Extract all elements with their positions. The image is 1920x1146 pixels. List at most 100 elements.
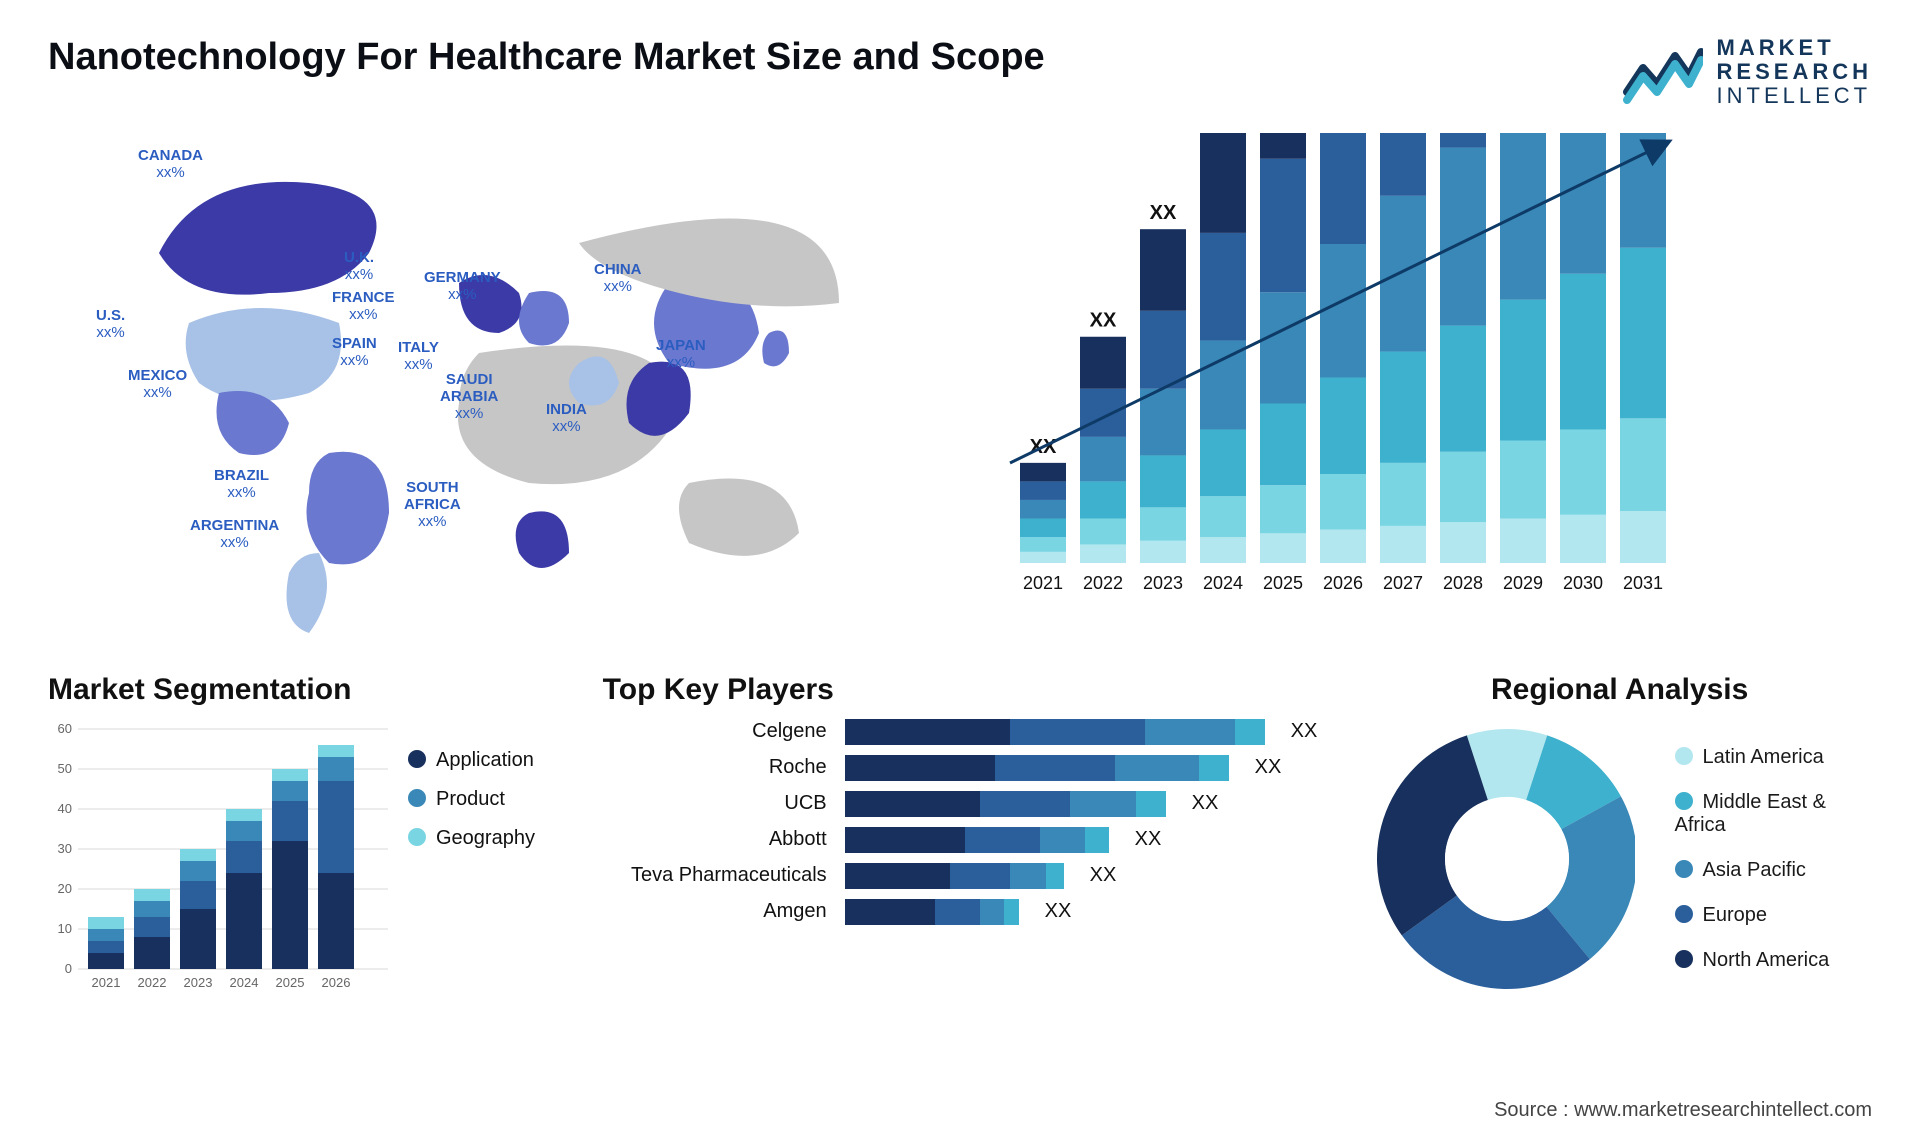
map-label-argentina: ARGENTINAxx%: [190, 517, 279, 552]
seg-bar: [134, 901, 170, 917]
growth-bar: [1500, 440, 1546, 518]
growth-bar: [1320, 474, 1366, 530]
world-map: CANADAxx%U.S.xx%MEXICOxx%BRAZILxx%ARGENT…: [48, 133, 930, 633]
regional-title: Regional Analysis: [1367, 673, 1872, 707]
growth-bar: [1380, 195, 1426, 351]
player-bar: [845, 719, 1265, 745]
growth-year-label: 2030: [1563, 573, 1603, 593]
growth-bar: [1140, 310, 1186, 388]
seg-bar: [180, 881, 216, 909]
growth-bar: [1080, 481, 1126, 518]
player-value: XX: [1135, 828, 1162, 851]
seg-bar: [318, 781, 354, 873]
seg-legend-item: Application: [408, 749, 553, 772]
growth-bar: [1260, 292, 1306, 403]
player-row: Celgene XX: [603, 719, 1318, 745]
growth-bar: [1380, 351, 1426, 462]
growth-bar: [1260, 158, 1306, 292]
player-bar: [845, 755, 1229, 781]
map-label-u.k.: U.K.xx%: [344, 249, 374, 284]
player-bar-segment: [950, 863, 1010, 889]
seg-legend-item: Product: [408, 788, 553, 811]
growth-bar: [1140, 388, 1186, 455]
brand-logo: MARKET RESEARCH INTELLECT: [1623, 36, 1872, 109]
player-bar-segment: [935, 899, 980, 925]
player-value: XX: [1291, 720, 1318, 743]
growth-bar: [1020, 551, 1066, 562]
seg-bar: [226, 821, 262, 841]
seg-bar: [180, 909, 216, 969]
growth-bar: [1560, 429, 1606, 514]
seg-bar: [318, 757, 354, 781]
regional-legend-item: Latin America: [1675, 746, 1872, 769]
regional-legend-item: Europe: [1675, 904, 1872, 927]
segmentation-panel: Market Segmentation 01020304050602021202…: [48, 673, 553, 999]
player-name: Celgene: [603, 720, 833, 743]
map-label-u.s.: U.S.xx%: [96, 307, 125, 342]
growth-bar: [1140, 229, 1186, 311]
logo-mark-icon: [1623, 40, 1703, 104]
growth-bar: [1380, 133, 1426, 196]
regional-legend-item: North America: [1675, 949, 1872, 972]
growth-bar: [1140, 540, 1186, 562]
player-bar-segment: [845, 827, 965, 853]
growth-year-label: 2027: [1383, 573, 1423, 593]
growth-bar: [1200, 133, 1246, 233]
growth-bar: [1260, 485, 1306, 533]
map-label-france: FRANCExx%: [332, 289, 395, 324]
page-title: Nanotechnology For Healthcare Market Siz…: [48, 36, 1045, 79]
logo-line3: INTELLECT: [1717, 83, 1872, 108]
growth-bar: [1260, 133, 1306, 159]
player-value: XX: [1090, 864, 1117, 887]
player-row: RocheXX: [603, 755, 1318, 781]
growth-bar: [1380, 462, 1426, 525]
growth-bar: [1020, 518, 1066, 537]
player-bar-segment: [1136, 791, 1166, 817]
regional-legend-item: Middle East & Africa: [1675, 791, 1872, 837]
regional-legend-item: Asia Pacific: [1675, 859, 1872, 882]
growth-chart: XX2021XX2022XX2023XX2024XX2025XX2026XX20…: [990, 133, 1872, 633]
region-south-america: [307, 451, 390, 564]
player-bar-segment: [1040, 827, 1085, 853]
seg-ytick: 60: [58, 721, 72, 736]
seg-xlabel: 2025: [276, 975, 305, 990]
growth-bar: [1140, 455, 1186, 507]
player-name: Teva Pharmaceuticals: [603, 864, 833, 887]
segmentation-legend: ApplicationProductGeography: [408, 719, 553, 999]
player-bar-segment: [845, 899, 935, 925]
player-row: Abbott XX: [603, 827, 1318, 853]
seg-bar: [180, 861, 216, 881]
growth-bar: [1200, 496, 1246, 537]
seg-bar: [272, 801, 308, 841]
player-row: UCBXX: [603, 791, 1318, 817]
map-label-mexico: MEXICOxx%: [128, 367, 187, 402]
regional-donut: [1367, 719, 1634, 999]
player-bar-segment: [995, 755, 1115, 781]
growth-bar: [1620, 418, 1666, 511]
growth-top-label: XX: [1150, 202, 1177, 224]
growth-bar: [1200, 340, 1246, 429]
growth-bar: [1620, 133, 1666, 248]
logo-text: MARKET RESEARCH INTELLECT: [1717, 36, 1872, 109]
growth-top-label: XX: [1090, 309, 1117, 331]
player-bar-segment: [1145, 719, 1235, 745]
player-bar-segment: [845, 719, 1010, 745]
player-bar: [845, 899, 1019, 925]
seg-xlabel: 2026: [322, 975, 351, 990]
player-row: AmgenXX: [603, 899, 1318, 925]
growth-bar: [1080, 544, 1126, 563]
seg-ytick: 0: [65, 961, 72, 976]
map-label-china: CHINAxx%: [594, 261, 642, 296]
growth-bar: [1500, 299, 1546, 440]
seg-bar: [226, 809, 262, 821]
growth-bar: [1320, 377, 1366, 473]
player-name: UCB: [603, 792, 833, 815]
growth-bar: [1020, 462, 1066, 481]
growth-bar: [1020, 500, 1066, 519]
seg-bar: [318, 745, 354, 757]
source-label: Source : www.marketresearchintellect.com: [1494, 1099, 1872, 1122]
growth-year-label: 2021: [1023, 573, 1063, 593]
map-label-brazil: BRAZILxx%: [214, 467, 269, 502]
player-name: Abbott: [603, 828, 833, 851]
seg-bar: [272, 769, 308, 781]
